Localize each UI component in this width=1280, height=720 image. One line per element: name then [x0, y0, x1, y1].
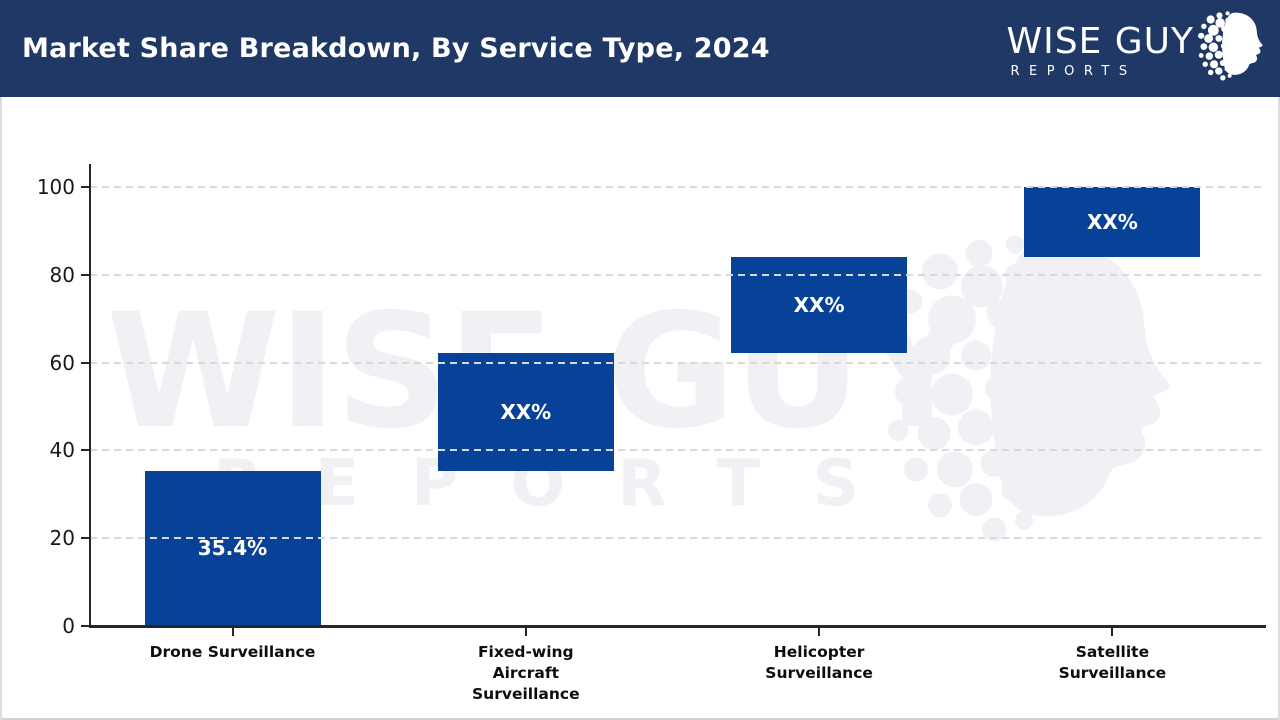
brand-subtitle: REPORTS — [1010, 63, 1137, 79]
y-tick-label: 80 — [49, 262, 75, 287]
gridline — [90, 361, 1266, 364]
y-tick-mark — [81, 537, 89, 540]
x-tick-mark — [524, 628, 527, 636]
x-category-label: Helicopter Surveillance — [765, 643, 873, 682]
brand-logo-text: WISE GUY REPORTS — [1006, 20, 1195, 79]
y-tick-label: 40 — [49, 438, 75, 463]
brand-face-icon — [1196, 10, 1266, 88]
x-category-label: Drone Surveillance — [149, 643, 316, 661]
x-tick-mark — [231, 628, 234, 636]
x-category-label: Satellite Surveillance — [1058, 643, 1167, 682]
y-tick-label: 20 — [49, 526, 75, 551]
x-tick-mark — [1111, 628, 1114, 636]
gridline — [90, 273, 1266, 276]
chart-title: Market Share Breakdown, By Service Type,… — [22, 33, 770, 64]
bar-value-label: XX% — [793, 293, 845, 318]
y-tick-mark — [81, 625, 89, 627]
x-tick-mark — [818, 628, 821, 636]
header-bar: Market Share Breakdown, By Service Type,… — [0, 0, 1280, 97]
brand-logo: WISE GUY REPORTS — [1007, 10, 1267, 88]
y-tick-mark — [81, 273, 89, 276]
bar-segment — [144, 470, 321, 626]
bar-segment — [1024, 187, 1201, 258]
bar-value-label: 35.4% — [197, 536, 268, 561]
y-tick-mark — [81, 186, 89, 188]
brand-name: WISE GUY — [1006, 20, 1194, 62]
x-category-label: Fixed-wing Aircraft Surveillance — [472, 643, 580, 703]
y-tick-label: 0 — [62, 614, 75, 638]
chart-area: WISE GUY REPORTS 35.4% XX% XX% XX% 0 20 40 60 80… — [2, 97, 1278, 713]
bar-value-label: XX% — [1086, 210, 1138, 235]
x-axis-line — [89, 625, 1266, 628]
gridline — [90, 537, 1266, 540]
y-axis-line — [89, 164, 91, 628]
y-tick-label: 60 — [49, 350, 75, 375]
gridline — [90, 186, 1266, 188]
y-tick-label: 100 — [36, 175, 75, 199]
bar-segment — [731, 257, 908, 353]
bar-value-label: XX% — [500, 399, 552, 424]
y-tick-mark — [81, 449, 89, 452]
y-tick-mark — [81, 361, 89, 364]
watermark-face-icon — [880, 228, 1180, 576]
gridline — [90, 449, 1266, 452]
